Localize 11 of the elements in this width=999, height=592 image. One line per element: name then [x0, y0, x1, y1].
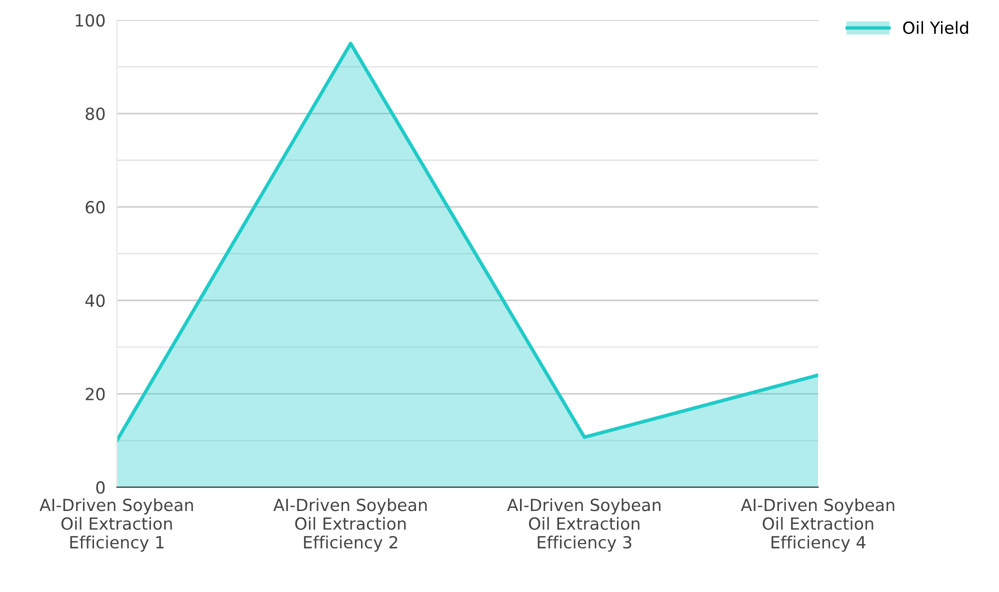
- y-tick-label: 60: [86, 200, 105, 214]
- y-tick-label: 80: [86, 108, 105, 120]
- x-tick-label: AI-Driven Soybean Oil Extraction Efficiency 4: [740, 498, 894, 552]
- legend-label: Oil Yield: [903, 21, 968, 34]
- x-tick-label: AI-Driven Soybean Oil Extraction Efficiency 1: [40, 498, 193, 552]
- y-tick-label: 40: [85, 294, 105, 307]
- x-tick-label: AI-Driven Soybean Oil Extraction Efficiency 3: [507, 498, 660, 552]
- y-tick-label: 100: [76, 14, 105, 27]
- y-tick-label: 20: [86, 388, 105, 400]
- x-tick-label: AI-Driven Soybean Oil Extraction Efficiency 2: [273, 498, 427, 552]
- y-tick-label: 0: [96, 481, 105, 494]
